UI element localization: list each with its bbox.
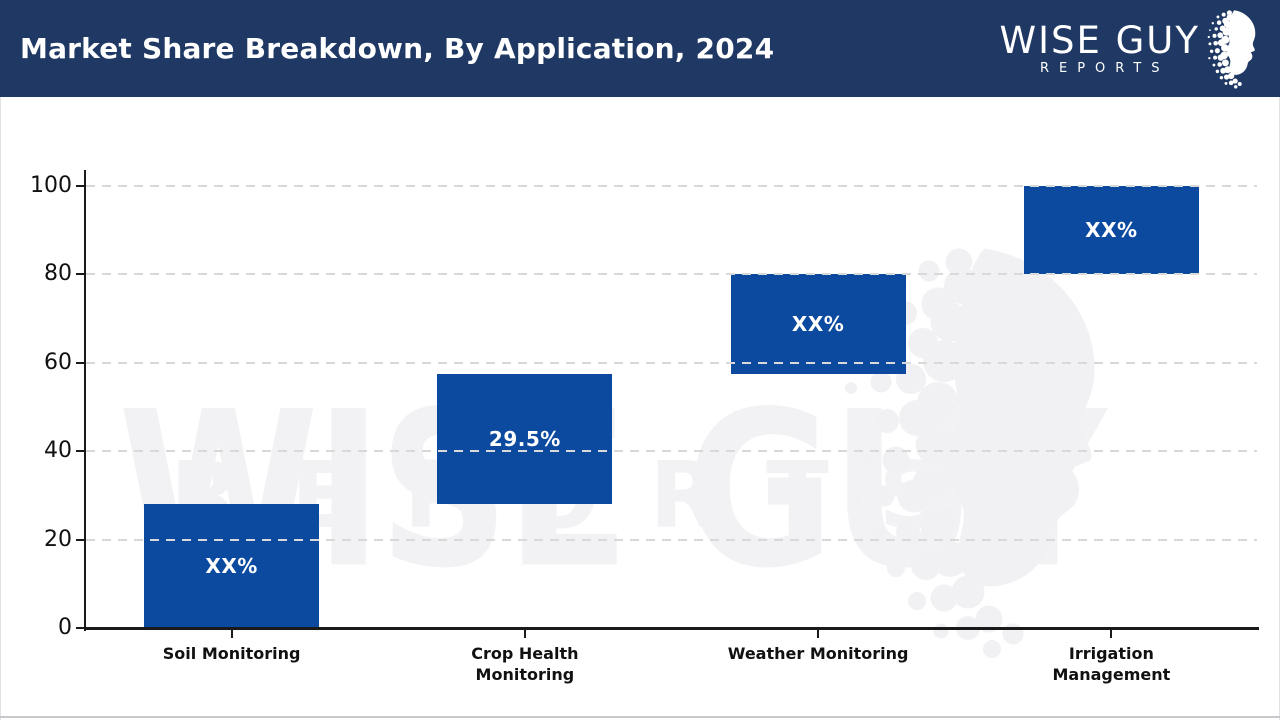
y-tick-label: 0 — [58, 615, 72, 640]
plot-area: XX% 29.5% XX% XX% — [85, 170, 1258, 628]
bar: XX% — [144, 504, 320, 628]
left-border — [0, 97, 1, 720]
brand-text: WISE GUY REPORTS — [999, 18, 1200, 76]
y-tick-label: 40 — [44, 438, 72, 464]
category-label-line: Crop Health — [471, 644, 579, 663]
brand-logo: WISE GUY REPORTS — [1000, 6, 1266, 92]
bar-value-label: XX% — [791, 312, 845, 337]
gridline-80 — [86, 273, 1257, 276]
brand-subtitle: REPORTS — [1039, 60, 1170, 76]
category-label-line: Irrigation — [1068, 644, 1154, 663]
y-tick — [76, 627, 85, 629]
bar-value-label: XX% — [205, 554, 258, 579]
bar-value-label: 29.5% — [488, 427, 561, 452]
category-label: Crop Health Monitoring — [375, 643, 675, 685]
bar-value-label: XX% — [1085, 218, 1138, 243]
brand-face-icon — [1207, 9, 1256, 89]
y-axis-line — [84, 170, 86, 631]
x-axis-line — [84, 627, 1259, 630]
y-tick-label: 60 — [44, 349, 72, 375]
y-tick-label: 20 — [44, 526, 72, 552]
category-label: Irrigation Management — [961, 643, 1261, 685]
gridline-40 — [86, 450, 1257, 453]
x-tick — [523, 630, 526, 638]
category-label-line: Soil Monitoring — [162, 644, 301, 663]
bar: XX% — [730, 274, 906, 374]
category-label: Soil Monitoring — [82, 643, 382, 664]
gridline-20 — [86, 538, 1257, 541]
y-tick — [76, 538, 85, 541]
y-tick — [76, 450, 85, 453]
y-tick-label: 100 — [30, 172, 72, 198]
category-label-line: Management — [1052, 665, 1171, 684]
category-label-line: Weather Monitoring — [727, 644, 909, 663]
y-tick — [76, 361, 85, 364]
y-tick-label: 80 — [44, 261, 72, 287]
x-tick — [817, 630, 820, 638]
chart-region: XX% 29.5% XX% XX% 0 20 40 60 80 100 Soil Monitori… — [0, 97, 1280, 720]
bar: XX% — [1023, 185, 1199, 275]
page-title: Market Share Breakdown, By Application, … — [20, 32, 775, 65]
x-tick — [230, 630, 233, 638]
x-tick — [1110, 630, 1113, 638]
gridline-100 — [86, 184, 1257, 187]
y-tick — [76, 184, 85, 187]
brand-name: WISE GUY — [999, 18, 1200, 62]
footer-divider — [0, 716, 1280, 718]
bar: 29.5% — [437, 373, 613, 505]
category-label-line: Monitoring — [475, 665, 575, 684]
header-bar: Market Share Breakdown, By Application, … — [0, 0, 1280, 97]
gridline-60 — [86, 361, 1257, 364]
category-label: Weather Monitoring — [668, 643, 968, 664]
y-tick — [76, 273, 85, 276]
